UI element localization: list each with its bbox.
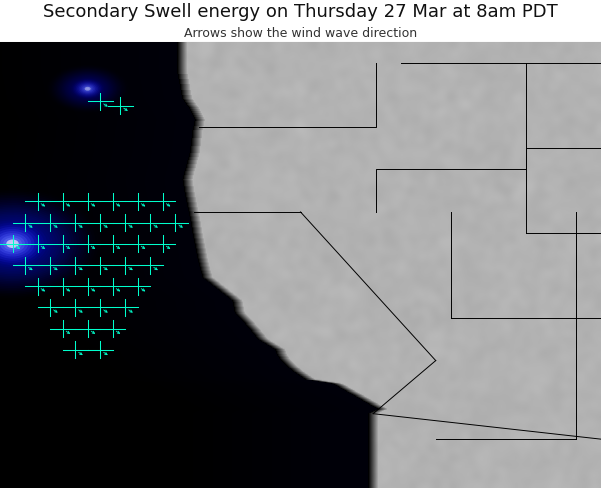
Ellipse shape — [80, 85, 95, 94]
Ellipse shape — [84, 87, 91, 92]
Ellipse shape — [0, 232, 31, 256]
Ellipse shape — [0, 224, 44, 264]
Ellipse shape — [4, 239, 20, 249]
Ellipse shape — [0, 234, 28, 255]
Ellipse shape — [83, 87, 92, 92]
Ellipse shape — [7, 241, 18, 248]
Ellipse shape — [0, 210, 66, 278]
Ellipse shape — [0, 236, 25, 253]
Ellipse shape — [10, 242, 16, 246]
Ellipse shape — [85, 88, 90, 91]
Ellipse shape — [0, 231, 34, 258]
Ellipse shape — [6, 240, 19, 248]
Ellipse shape — [0, 227, 38, 261]
Ellipse shape — [0, 229, 37, 260]
Ellipse shape — [79, 84, 97, 95]
Ellipse shape — [77, 83, 98, 96]
Ellipse shape — [75, 82, 100, 97]
Ellipse shape — [86, 89, 89, 90]
Ellipse shape — [6, 240, 19, 248]
Ellipse shape — [0, 236, 26, 253]
Ellipse shape — [0, 209, 69, 280]
Ellipse shape — [0, 212, 64, 277]
Ellipse shape — [0, 222, 47, 266]
Ellipse shape — [0, 217, 55, 271]
Ellipse shape — [76, 82, 100, 97]
Ellipse shape — [85, 88, 91, 91]
Text: Secondary Swell energy on Thursday 27 Mar at 8am PDT: Secondary Swell energy on Thursday 27 Ma… — [43, 3, 558, 21]
Ellipse shape — [0, 214, 61, 275]
Ellipse shape — [0, 232, 31, 257]
Ellipse shape — [0, 229, 34, 259]
Ellipse shape — [80, 85, 96, 94]
Ellipse shape — [10, 243, 15, 246]
Ellipse shape — [0, 227, 39, 261]
Ellipse shape — [74, 81, 101, 98]
Text: Arrows show the wind wave direction: Arrows show the wind wave direction — [184, 27, 417, 40]
Ellipse shape — [82, 86, 94, 93]
Ellipse shape — [0, 223, 44, 265]
Ellipse shape — [0, 216, 58, 273]
Ellipse shape — [0, 225, 42, 263]
Ellipse shape — [78, 83, 98, 96]
Ellipse shape — [82, 86, 93, 93]
Ellipse shape — [85, 88, 91, 91]
Ellipse shape — [87, 89, 89, 90]
Ellipse shape — [0, 221, 50, 268]
Ellipse shape — [2, 238, 23, 251]
Ellipse shape — [0, 225, 41, 264]
Ellipse shape — [0, 219, 53, 270]
Ellipse shape — [3, 238, 22, 251]
Ellipse shape — [79, 84, 97, 95]
Ellipse shape — [76, 82, 99, 97]
Ellipse shape — [0, 234, 29, 254]
Ellipse shape — [81, 86, 94, 93]
